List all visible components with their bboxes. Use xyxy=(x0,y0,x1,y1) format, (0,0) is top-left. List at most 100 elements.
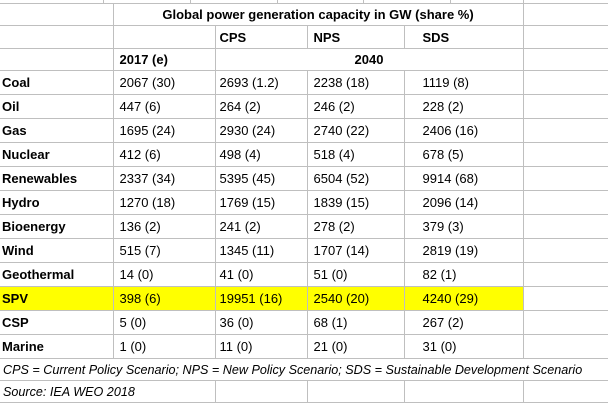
value-cell[interactable]: 267 (2) xyxy=(404,310,524,335)
header-cps[interactable]: CPS xyxy=(215,25,308,49)
value-cell[interactable]: 31 (0) xyxy=(404,334,524,359)
empty-cell[interactable] xyxy=(523,70,608,95)
row-label-cell[interactable]: Geothermal xyxy=(0,262,114,287)
value-cell[interactable]: 36 (0) xyxy=(215,310,308,335)
value-cell[interactable]: 21 (0) xyxy=(307,334,405,359)
value-cell[interactable]: 264 (2) xyxy=(215,94,308,119)
value-cell[interactable]: 2406 (16) xyxy=(404,118,524,143)
value-cell[interactable]: 1345 (11) xyxy=(215,238,308,263)
value-cell[interactable]: 68 (1) xyxy=(307,310,405,335)
value-cell[interactable]: 41 (0) xyxy=(215,262,308,287)
value-cell[interactable]: 1769 (15) xyxy=(215,190,308,215)
empty-cell[interactable] xyxy=(404,380,524,403)
empty-cell[interactable] xyxy=(523,25,608,49)
value-cell[interactable]: 11 (0) xyxy=(215,334,308,359)
value-cell[interactable]: 51 (0) xyxy=(307,262,405,287)
value-cell[interactable]: 6504 (52) xyxy=(307,166,405,191)
value-cell[interactable]: 241 (2) xyxy=(215,214,308,239)
empty-cell[interactable] xyxy=(523,262,608,287)
value-cell[interactable]: 1695 (24) xyxy=(113,118,216,143)
row-label-cell[interactable]: Marine xyxy=(0,334,114,359)
header-year-2040[interactable]: 2040 xyxy=(215,48,524,71)
empty-cell[interactable] xyxy=(523,166,608,191)
row-label-cell[interactable]: Bioenergy xyxy=(0,214,114,239)
value-cell[interactable]: 515 (7) xyxy=(113,238,216,263)
value-cell[interactable]: 2540 (20) xyxy=(307,286,405,311)
row-label-cell[interactable]: SPV xyxy=(0,286,114,311)
empty-cell[interactable] xyxy=(523,190,608,215)
value-cell[interactable]: 5 (0) xyxy=(113,310,216,335)
value-cell[interactable]: 1119 (8) xyxy=(404,70,524,95)
empty-cell[interactable] xyxy=(523,118,608,143)
row-label-cell[interactable]: Oil xyxy=(0,94,114,119)
row-nuclear: Nuclear 412 (6) 498 (4) 518 (4) 678 (5) xyxy=(0,142,608,167)
value-cell[interactable]: 498 (4) xyxy=(215,142,308,167)
scenario-header-row: CPS NPS SDS xyxy=(0,25,608,49)
value-cell[interactable]: 4240 (29) xyxy=(404,286,524,311)
value-cell[interactable]: 2740 (22) xyxy=(307,118,405,143)
value-cell[interactable]: 82 (1) xyxy=(404,262,524,287)
value-cell[interactable]: 246 (2) xyxy=(307,94,405,119)
empty-cell[interactable] xyxy=(0,25,114,49)
value-cell[interactable]: 2337 (34) xyxy=(113,166,216,191)
value-cell[interactable]: 9914 (68) xyxy=(404,166,524,191)
value-cell[interactable]: 398 (6) xyxy=(113,286,216,311)
value-cell[interactable]: 412 (6) xyxy=(113,142,216,167)
empty-cell[interactable] xyxy=(523,286,608,311)
source-row: Source: IEA WEO 2018 xyxy=(0,380,608,403)
empty-cell[interactable] xyxy=(523,380,608,403)
value-cell[interactable]: 19951 (16) xyxy=(215,286,308,311)
row-gas: Gas 1695 (24) 2930 (24) 2740 (22) 2406 (… xyxy=(0,118,608,143)
value-cell[interactable]: 2819 (19) xyxy=(404,238,524,263)
empty-cell[interactable] xyxy=(523,142,608,167)
empty-cell[interactable] xyxy=(0,4,114,26)
row-bioenergy: Bioenergy 136 (2) 241 (2) 278 (2) 379 (3… xyxy=(0,214,608,239)
value-cell[interactable]: 136 (2) xyxy=(113,214,216,239)
source-note: Source: IEA WEO 2018 xyxy=(0,380,216,403)
empty-cell[interactable] xyxy=(523,94,608,119)
empty-cell[interactable] xyxy=(523,214,608,239)
row-label-cell[interactable]: Coal xyxy=(0,70,114,95)
row-label-cell[interactable]: CSP xyxy=(0,310,114,335)
value-cell[interactable]: 2930 (24) xyxy=(215,118,308,143)
value-cell[interactable]: 1270 (18) xyxy=(113,190,216,215)
value-cell[interactable]: 1839 (15) xyxy=(307,190,405,215)
value-cell[interactable]: 678 (5) xyxy=(404,142,524,167)
empty-cell[interactable] xyxy=(215,380,308,403)
row-label-cell[interactable]: Wind xyxy=(0,238,114,263)
table-title[interactable]: Global power generation capacity in GW (… xyxy=(113,4,524,26)
header-year-2017[interactable]: 2017 (e) xyxy=(113,48,216,71)
row-label-cell[interactable]: Nuclear xyxy=(0,142,114,167)
value-cell[interactable]: 518 (4) xyxy=(307,142,405,167)
header-sds[interactable]: SDS xyxy=(404,25,524,49)
value-cell[interactable]: 1707 (14) xyxy=(307,238,405,263)
empty-cell[interactable] xyxy=(523,48,608,71)
row-csp: CSP 5 (0) 36 (0) 68 (1) 267 (2) xyxy=(0,310,608,335)
empty-cell[interactable] xyxy=(523,310,608,335)
row-marine: Marine 1 (0) 11 (0) 21 (0) 31 (0) xyxy=(0,334,608,359)
value-cell[interactable]: 379 (3) xyxy=(404,214,524,239)
value-cell[interactable]: 2096 (14) xyxy=(404,190,524,215)
empty-cell[interactable] xyxy=(0,48,114,71)
value-cell[interactable]: 2693 (1.2) xyxy=(215,70,308,95)
empty-cell[interactable] xyxy=(523,238,608,263)
row-hydro: Hydro 1270 (18) 1769 (15) 1839 (15) 2096… xyxy=(0,190,608,215)
empty-cell[interactable] xyxy=(523,334,608,359)
value-cell[interactable]: 5395 (45) xyxy=(215,166,308,191)
value-cell[interactable]: 278 (2) xyxy=(307,214,405,239)
value-cell[interactable]: 447 (6) xyxy=(113,94,216,119)
value-cell[interactable]: 2238 (18) xyxy=(307,70,405,95)
empty-cell[interactable] xyxy=(307,380,405,403)
row-label-cell[interactable]: Gas xyxy=(0,118,114,143)
value-cell[interactable]: 228 (2) xyxy=(404,94,524,119)
value-cell[interactable]: 1 (0) xyxy=(113,334,216,359)
empty-cell[interactable] xyxy=(113,25,216,49)
header-nps[interactable]: NPS xyxy=(307,25,405,49)
title-row: Global power generation capacity in GW (… xyxy=(0,4,608,26)
row-label-cell[interactable]: Renewables xyxy=(0,166,114,191)
value-cell[interactable]: 14 (0) xyxy=(113,262,216,287)
value-cell[interactable]: 2067 (30) xyxy=(113,70,216,95)
empty-cell[interactable] xyxy=(523,4,608,26)
row-label-cell[interactable]: Hydro xyxy=(0,190,114,215)
